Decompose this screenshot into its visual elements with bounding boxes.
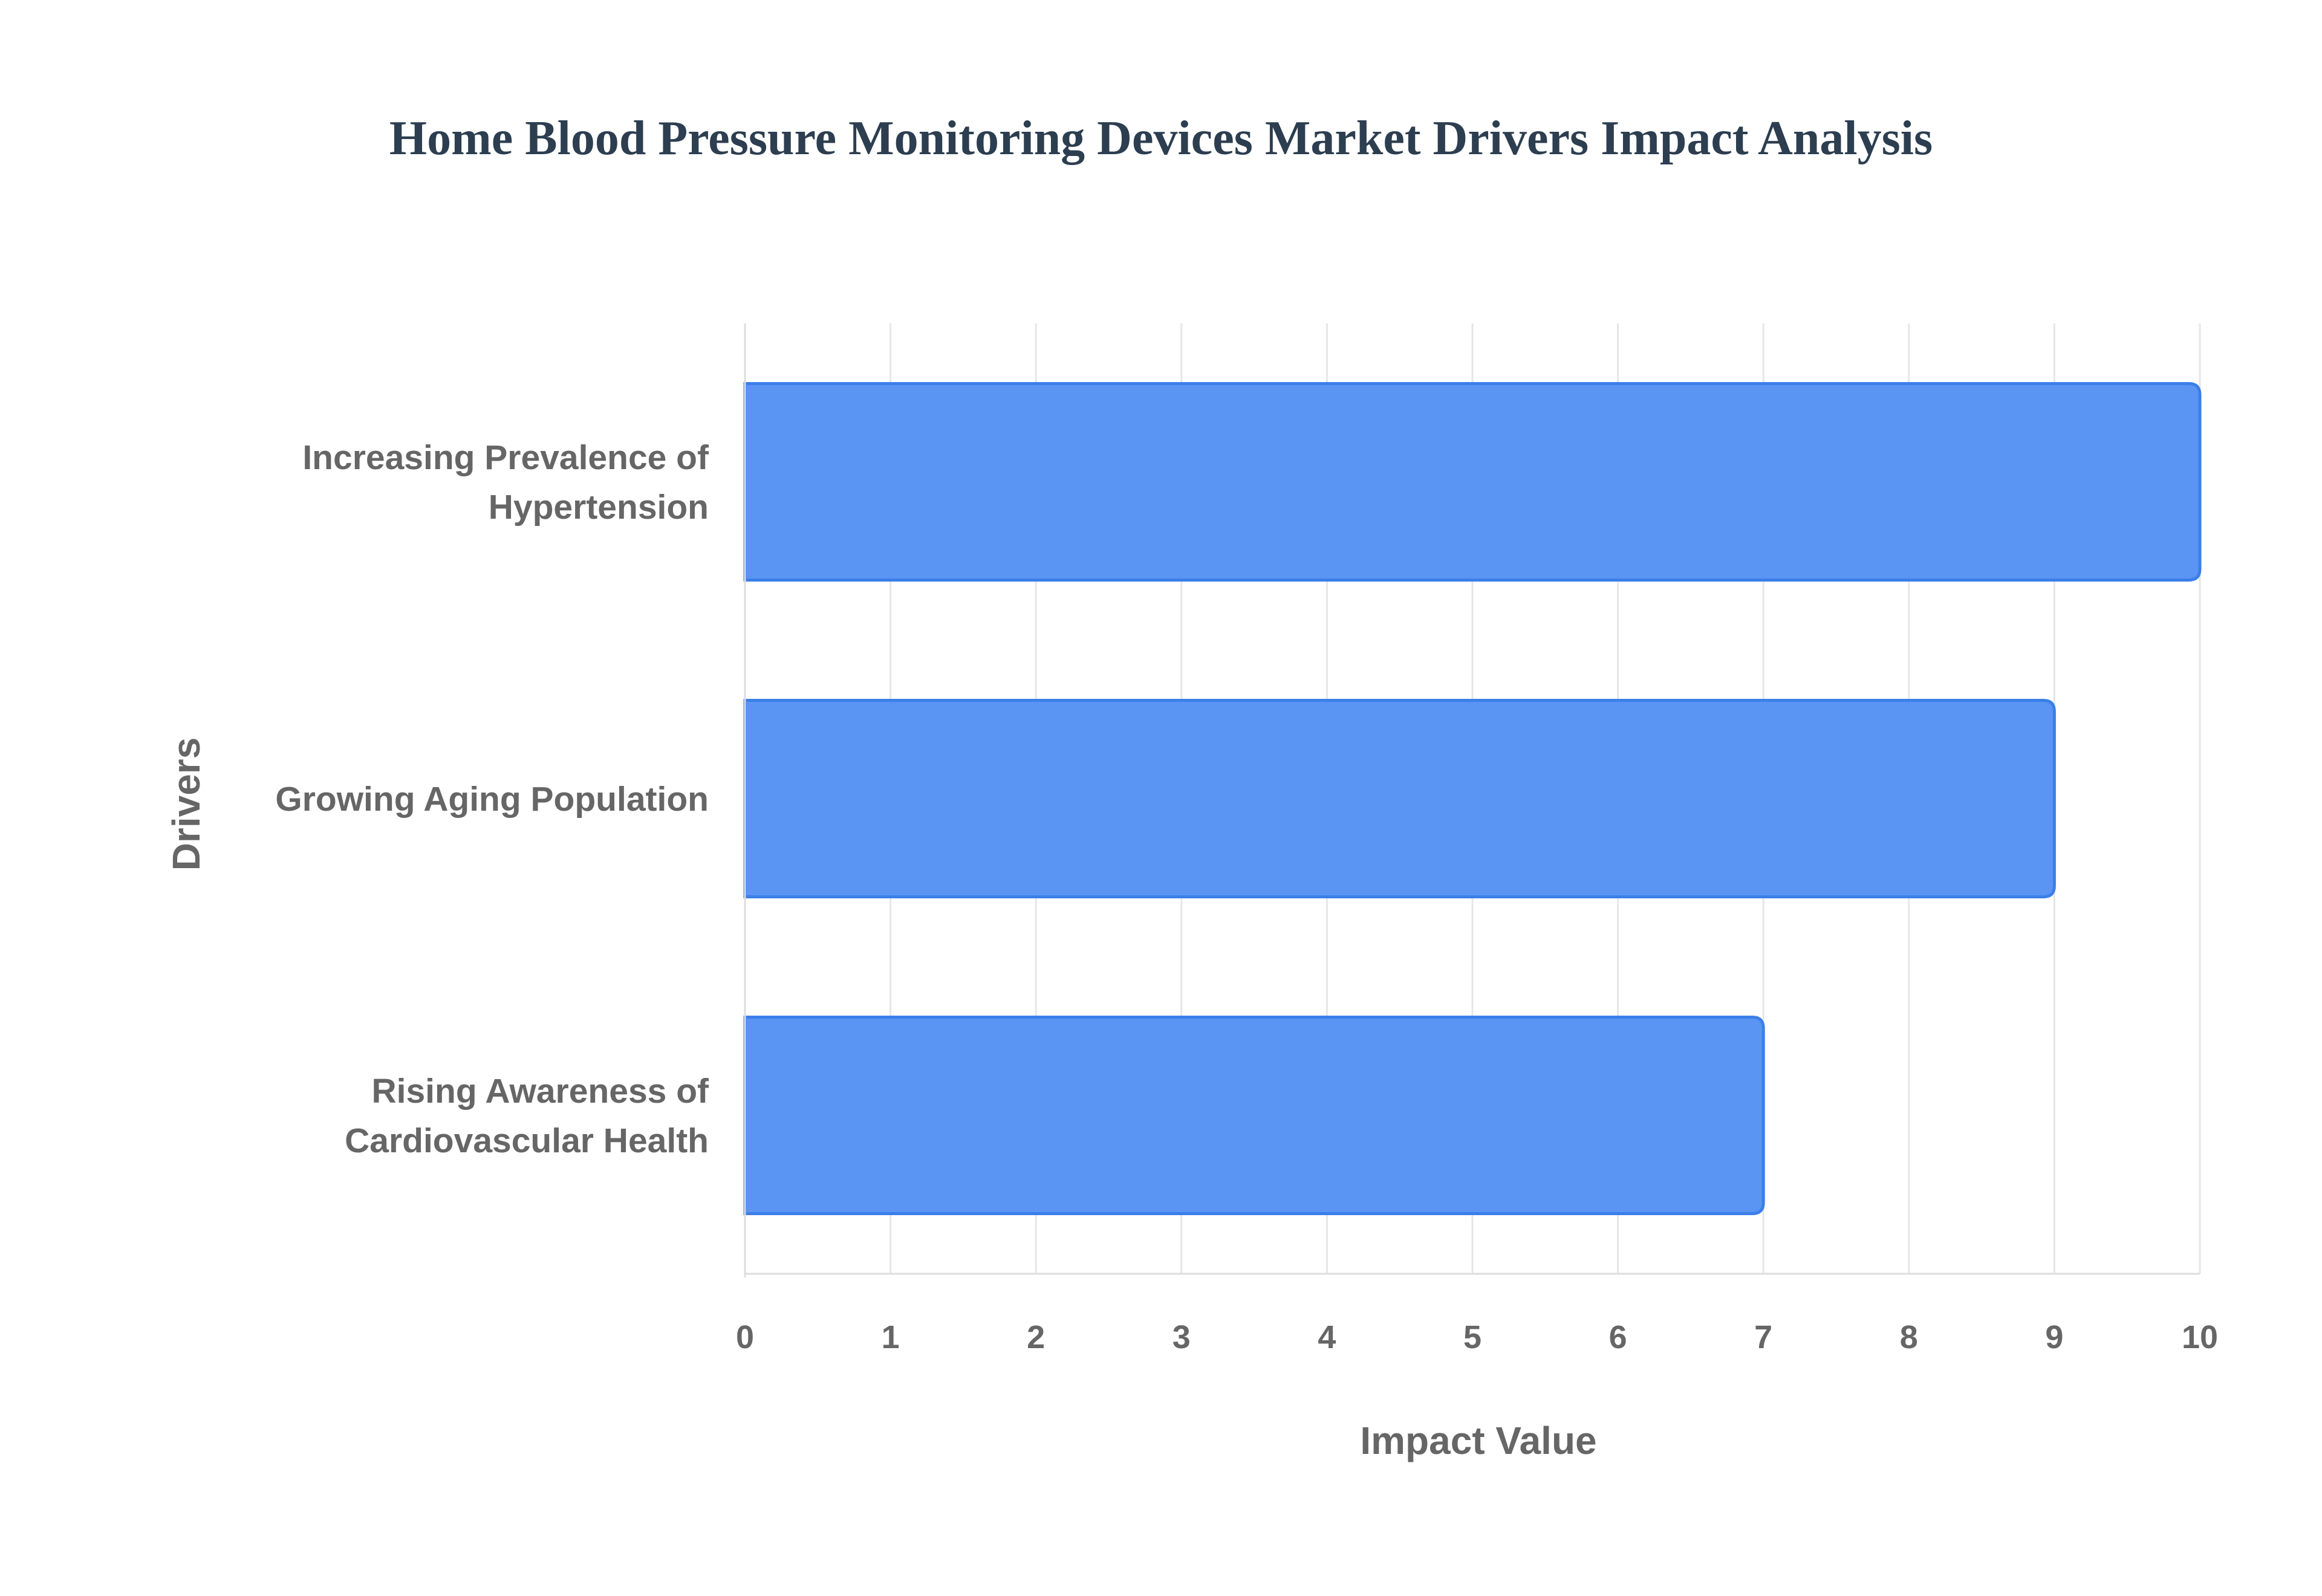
x-tick-label: 3 — [1172, 1319, 1191, 1355]
x-axis-title: Impact Value — [1360, 1419, 1596, 1462]
x-tick-label: 9 — [2045, 1319, 2063, 1355]
x-tick-label: 4 — [1318, 1319, 1336, 1355]
x-tick-label: 1 — [882, 1319, 900, 1355]
y-axis-title: Drivers — [164, 738, 208, 871]
x-tick-label: 6 — [1609, 1319, 1627, 1355]
x-tick-label: 7 — [1754, 1319, 1772, 1355]
bar — [743, 382, 2202, 582]
chart-title: Home Blood Pressure Monitoring Devices M… — [389, 112, 1933, 165]
axes — [744, 323, 2200, 1277]
x-tick-label: 8 — [1900, 1319, 1918, 1355]
labels: 0 1 2 3 4 5 6 7 8 9 10 Increasing Prevalence of Hype… — [275, 438, 2218, 1355]
x-tick-label: 10 — [2182, 1319, 2218, 1355]
bar — [743, 1016, 1765, 1215]
bar — [743, 699, 2056, 898]
y-category-label: Increasing Prevalence of Hypertension — [302, 438, 709, 527]
x-tick-label: 5 — [1463, 1319, 1481, 1355]
bars — [743, 382, 2202, 1215]
x-tick-label: 2 — [1027, 1319, 1045, 1355]
y-category-label: Rising Awareness of Cardiovascular Health — [345, 1072, 709, 1160]
x-tick-label: 0 — [736, 1319, 754, 1355]
y-category-label: Growing Aging Population — [275, 780, 709, 819]
